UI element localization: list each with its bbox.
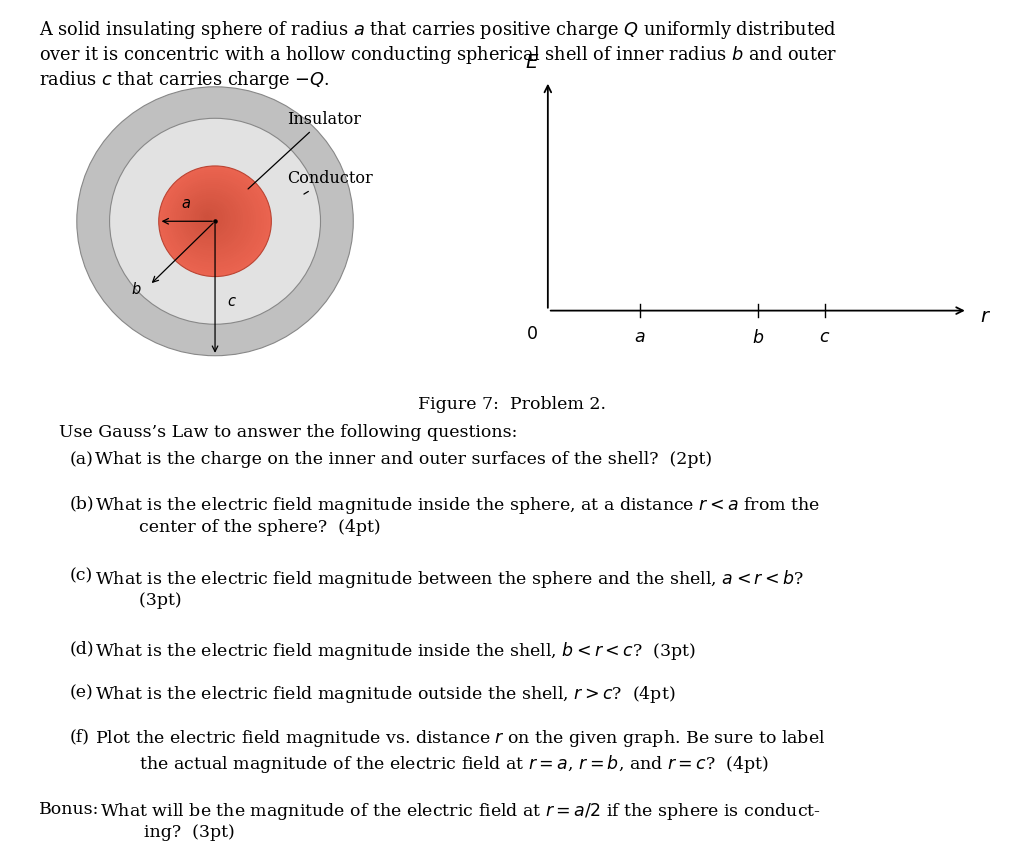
Ellipse shape xyxy=(189,198,230,238)
Ellipse shape xyxy=(159,166,271,277)
Text: What is the charge on the inner and outer surfaces of the shell?  (2pt): What is the charge on the inner and oute… xyxy=(95,451,713,468)
Ellipse shape xyxy=(174,182,251,258)
Ellipse shape xyxy=(183,192,238,246)
Ellipse shape xyxy=(163,170,266,271)
Text: (b): (b) xyxy=(70,495,94,512)
Text: $a$: $a$ xyxy=(635,329,646,346)
Text: Figure 7:  Problem 2.: Figure 7: Problem 2. xyxy=(418,396,606,413)
Ellipse shape xyxy=(168,176,258,265)
Text: (e): (e) xyxy=(70,684,93,701)
Text: $a$: $a$ xyxy=(181,197,190,211)
Ellipse shape xyxy=(199,208,217,226)
Ellipse shape xyxy=(187,197,232,241)
Text: What is the electric field magnitude inside the shell, $b < r < c$?  (3pt): What is the electric field magnitude ins… xyxy=(95,640,696,662)
Text: $b$: $b$ xyxy=(131,281,141,297)
Ellipse shape xyxy=(185,195,236,243)
Text: What is the electric field magnitude inside the sphere, at a distance $r < a$ fr: What is the electric field magnitude ins… xyxy=(95,495,820,536)
Text: $c$: $c$ xyxy=(227,295,238,309)
Ellipse shape xyxy=(178,186,246,253)
Ellipse shape xyxy=(201,211,215,224)
Text: $c$: $c$ xyxy=(819,329,830,346)
Ellipse shape xyxy=(165,172,263,270)
Text: (d): (d) xyxy=(70,640,94,657)
Ellipse shape xyxy=(161,168,268,274)
Text: What is the electric field magnitude between the sphere and the shell, $a < r < : What is the electric field magnitude bet… xyxy=(95,568,804,609)
Ellipse shape xyxy=(167,174,261,267)
Ellipse shape xyxy=(182,191,241,248)
Text: (a): (a) xyxy=(70,451,93,468)
Text: (c): (c) xyxy=(70,568,93,585)
Ellipse shape xyxy=(194,203,225,234)
Text: $r$: $r$ xyxy=(980,308,991,327)
Ellipse shape xyxy=(172,180,253,260)
Ellipse shape xyxy=(180,188,243,250)
Ellipse shape xyxy=(170,178,256,262)
Text: $0$: $0$ xyxy=(525,326,538,343)
Text: Plot the electric field magnitude vs. distance $r$ on the given graph. Be sure t: Plot the electric field magnitude vs. di… xyxy=(95,728,825,774)
Ellipse shape xyxy=(203,213,212,222)
Ellipse shape xyxy=(77,87,353,356)
Text: Conductor: Conductor xyxy=(287,170,373,194)
Text: $b$: $b$ xyxy=(752,329,764,347)
Ellipse shape xyxy=(198,207,220,229)
Text: Use Gauss’s Law to answer the following questions:: Use Gauss’s Law to answer the following … xyxy=(59,424,518,441)
Ellipse shape xyxy=(110,118,321,324)
Text: (f): (f) xyxy=(70,728,90,745)
Ellipse shape xyxy=(176,185,248,255)
Text: What is the electric field magnitude outside the shell, $r > c$?  (4pt): What is the electric field magnitude out… xyxy=(95,684,676,705)
Ellipse shape xyxy=(196,205,222,231)
Text: What will be the magnitude of the electric field at $r = a/2$ if the sphere is c: What will be the magnitude of the electr… xyxy=(100,801,821,842)
Text: Insulator: Insulator xyxy=(248,111,360,189)
Text: A solid insulating sphere of radius $a$ that carries positive charge $Q$ uniform: A solid insulating sphere of radius $a$ … xyxy=(39,19,838,91)
Ellipse shape xyxy=(205,215,210,220)
Text: $E$: $E$ xyxy=(525,54,540,72)
Text: Bonus:: Bonus: xyxy=(39,801,99,818)
Ellipse shape xyxy=(191,201,227,236)
